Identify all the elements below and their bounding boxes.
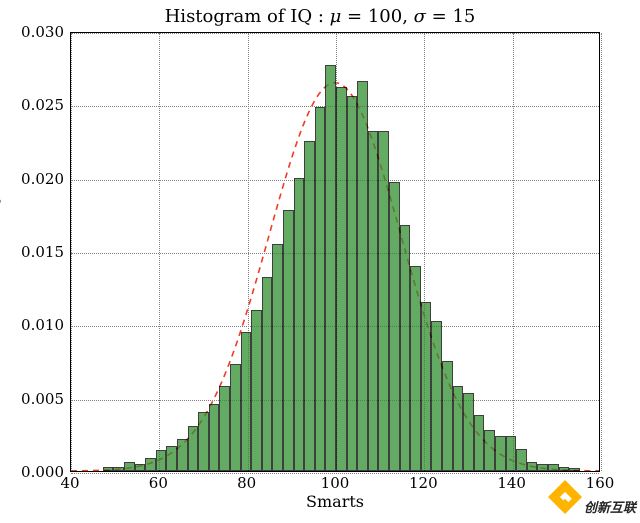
x-tick-label: 120 (403, 474, 443, 492)
histogram-bar (495, 436, 506, 471)
x-axis-label: Smarts (70, 492, 600, 511)
histogram-bar (241, 332, 252, 471)
histogram-bar (336, 87, 347, 471)
histogram-bar (410, 266, 421, 471)
histogram-bar (569, 468, 580, 471)
histogram-bar (124, 462, 135, 471)
sigma-value: = 15 (426, 6, 475, 27)
y-axis-label: Probability (0, 0, 2, 500)
plot-area (70, 32, 600, 472)
sigma-symbol: σ (414, 6, 426, 27)
histogram-bar (113, 467, 124, 471)
histogram-bar (325, 65, 336, 471)
histogram-bar (230, 364, 241, 471)
y-tick-label: 0.000 (12, 463, 64, 481)
histogram-bar (548, 464, 559, 471)
mu-symbol: μ (330, 6, 342, 27)
y-tick-label: 0.010 (12, 316, 64, 334)
histogram-bar (251, 310, 262, 471)
histogram-bar (431, 321, 442, 471)
histogram-bar (198, 412, 209, 471)
histogram-bar (177, 439, 188, 471)
histogram-bar (421, 302, 432, 471)
histogram-bar (453, 386, 464, 471)
y-tick-label: 0.030 (12, 23, 64, 41)
y-tick-label: 0.015 (12, 243, 64, 261)
histogram-bar (537, 464, 548, 471)
histogram-bar (145, 458, 156, 471)
y-tick-label: 0.025 (12, 96, 64, 114)
histogram-bar (559, 467, 570, 471)
histogram-bar (304, 141, 315, 471)
histogram-bar (166, 446, 177, 471)
grid-line-vertical (71, 33, 72, 471)
histogram-bar (272, 244, 283, 471)
histogram-bar (209, 404, 220, 471)
histogram-bar (219, 386, 230, 471)
mu-value: = 100, (341, 6, 413, 27)
histogram-bar (400, 225, 411, 471)
grid-line-vertical (601, 33, 602, 471)
histogram-bar (283, 210, 294, 471)
watermark-text: 创新互联 (584, 497, 636, 516)
x-tick-label: 160 (580, 474, 620, 492)
histogram-bar (527, 462, 538, 471)
histogram-bar (368, 131, 379, 471)
histogram-bar (506, 436, 517, 471)
title-prefix: Histogram of IQ : (165, 6, 330, 27)
histogram-bar (474, 415, 485, 471)
histogram-bar (262, 277, 273, 471)
chart-title: Histogram of IQ : μ = 100, σ = 15 (0, 6, 640, 27)
grid-line-horizontal (71, 33, 599, 34)
y-tick-label: 0.005 (12, 390, 64, 408)
x-tick-label: 60 (138, 474, 178, 492)
histogram-bar (294, 178, 305, 471)
histogram-bar (156, 450, 167, 471)
watermark-logo (548, 480, 582, 514)
x-tick-label: 140 (492, 474, 532, 492)
histogram-bar (357, 81, 368, 471)
histogram-bar (103, 467, 114, 471)
histogram-bar (389, 182, 400, 471)
histogram-bar (135, 464, 146, 471)
histogram-bar (442, 361, 453, 471)
x-tick-label: 80 (227, 474, 267, 492)
histogram-bar (188, 426, 199, 471)
histogram-bar (378, 131, 389, 471)
y-tick-label: 0.020 (12, 170, 64, 188)
histogram-bar (463, 393, 474, 471)
grid-line-vertical (159, 33, 160, 471)
histogram-bar (516, 449, 527, 471)
histogram-bar (315, 107, 326, 471)
grid-line-vertical (513, 33, 514, 471)
histogram-figure: Histogram of IQ : μ = 100, σ = 15 Probab… (0, 0, 640, 523)
histogram-bar (347, 96, 358, 471)
x-tick-label: 100 (315, 474, 355, 492)
histogram-bar (484, 430, 495, 471)
